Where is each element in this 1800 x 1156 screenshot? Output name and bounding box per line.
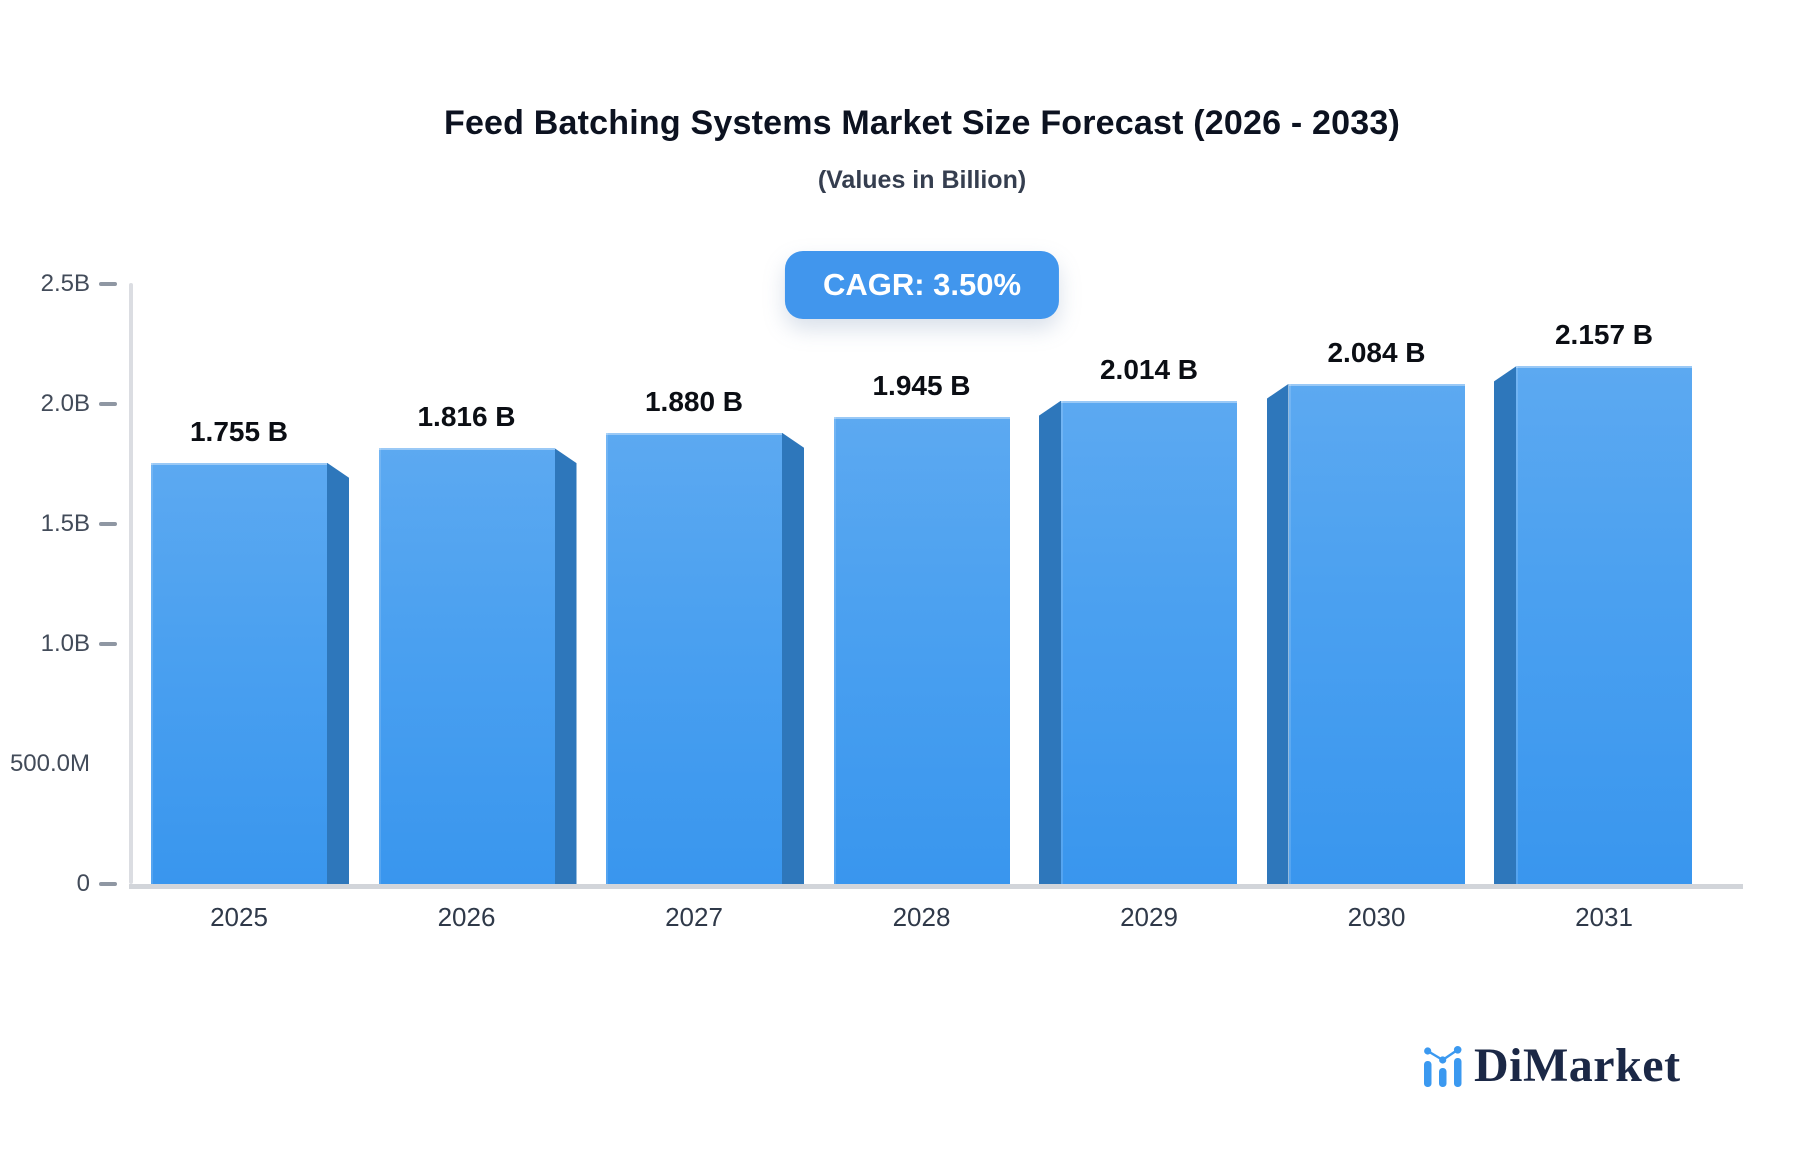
bar-value-label: 1.816 B [417,401,516,433]
y-axis-tick [99,282,117,286]
x-axis-label: 2028 [892,902,951,932]
chart-title: Feed Batching Systems Market Size Foreca… [443,104,1401,142]
bar-chart-line-logo-icon [1424,1045,1462,1087]
bar-value-label: 1.945 B [872,370,971,402]
bar-3d-side [554,448,577,884]
bar-2027[interactable] [606,432,782,884]
y-axis-label: 1.0B [40,630,90,657]
x-axis-label: 2026 [437,902,496,932]
y-axis-label: 2.0B [40,390,90,417]
bar-3d-side [1266,383,1289,884]
bar-3d-side [327,462,349,884]
bar-3d-side [1494,366,1516,884]
y-axis-label: 500.0M [9,750,90,777]
bar-2026[interactable] [378,448,555,884]
x-axis-label: 2030 [1347,902,1406,932]
bar-2029[interactable] [1061,400,1237,884]
y-axis-tick [99,522,117,526]
cagr-badge: CAGR: 3.50% [784,251,1060,319]
x-axis-label: 2025 [210,902,268,932]
chart-subtitle: (Values in Billion) [817,166,1027,194]
x-baseline [129,884,1743,889]
x-axis-label: 2031 [1575,902,1633,932]
bar-2025[interactable] [151,462,327,884]
bar-3d-side [1039,400,1061,884]
y-axis-label: 2.5B [40,270,90,297]
bar-value-label: 1.880 B [644,385,744,417]
y-axis-label: 1.5B [40,510,90,537]
y-axis-tick [99,402,117,406]
y-axis-label: 0 [76,870,90,897]
bar-value-label: 2.084 B [1327,336,1426,368]
bar-value-label: 2.014 B [1099,353,1199,385]
y-axis-line [129,283,133,884]
y-axis-tick [99,642,117,646]
bar-2028[interactable] [833,417,1010,884]
y-axis-tick [99,882,117,886]
brand-logo: DiMarket [1423,1040,1681,1092]
bar-value-label: 2.157 B [1554,319,1654,351]
bar-2031[interactable] [1516,366,1692,884]
bar-value-label: 1.755 B [189,415,289,447]
bar-2030[interactable] [1288,383,1465,884]
x-axis-label: 2029 [1120,902,1178,932]
brand-name: DiMarket [1474,1039,1681,1092]
x-axis-label: 2027 [665,902,723,932]
bar-3d-side [782,432,804,884]
